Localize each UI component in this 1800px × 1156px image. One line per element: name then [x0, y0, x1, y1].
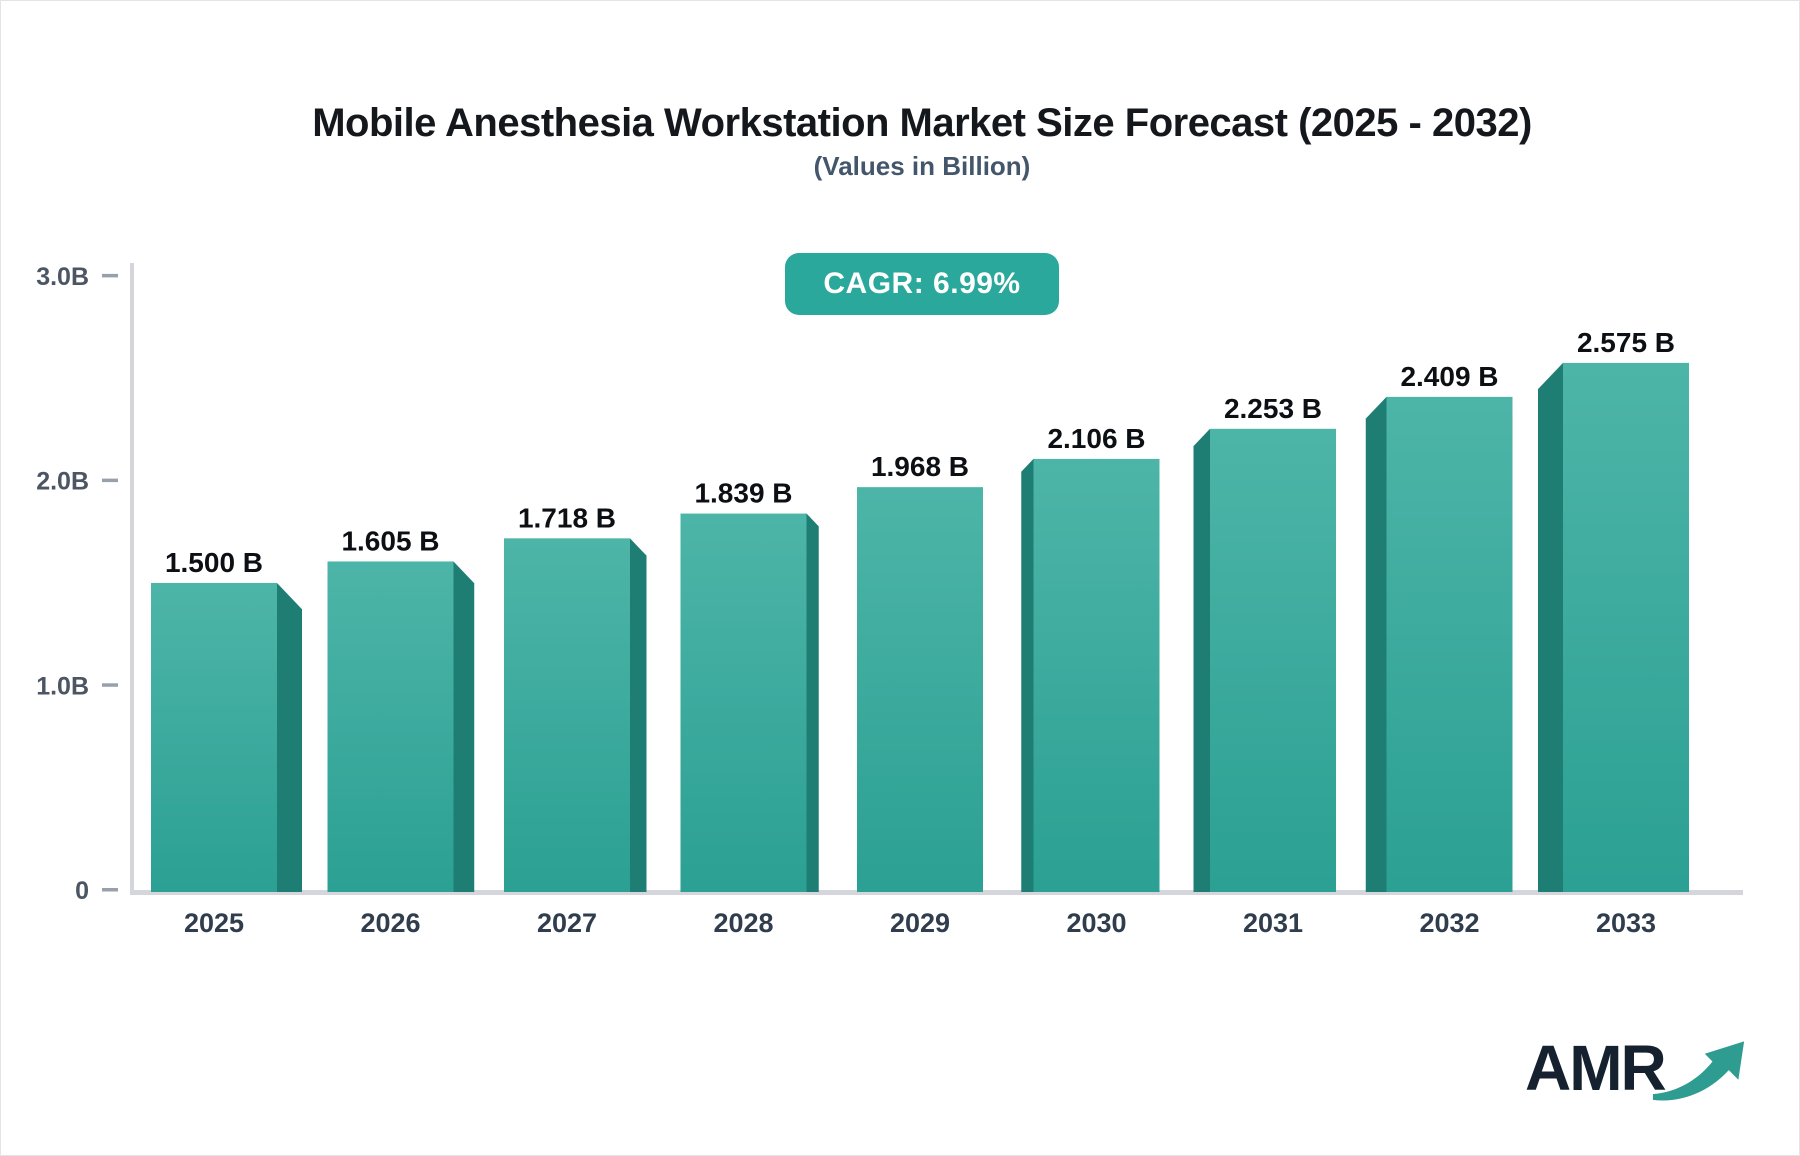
bar-group: 1.718 B 2027 — [504, 502, 647, 938]
bar — [680, 513, 807, 892]
bar-side-face — [1538, 362, 1563, 893]
bar-group: 1.968 B 2029 — [857, 451, 983, 938]
bar-group: 1.605 B 2026 — [327, 525, 475, 938]
bar-group: 1.839 B 2028 — [680, 478, 819, 938]
bar-value-label: 1.839 B — [694, 478, 792, 509]
y-tick-label: 0 — [75, 877, 89, 905]
x-tick-label: 2026 — [360, 908, 420, 938]
y-tick — [102, 888, 118, 892]
bar-group: 2.253 B 2031 — [1193, 393, 1336, 938]
y-tick — [102, 683, 118, 687]
chart-title: Mobile Anesthesia Workstation Market Siz… — [312, 101, 1532, 145]
bar — [1210, 428, 1336, 892]
y-tick — [102, 478, 118, 483]
bar-side-face — [453, 561, 475, 892]
bar-value-label: 1.718 B — [518, 502, 616, 533]
amr-logo-text: AMR — [1525, 1032, 1667, 1104]
bar-group: 2.409 B 2032 — [1365, 361, 1513, 938]
bar-value-label: 2.253 B — [1224, 393, 1322, 424]
x-tick-label: 2030 — [1066, 908, 1126, 938]
growth-arrow-icon — [1652, 1041, 1744, 1101]
bar-group: 2.575 B 2033 — [1538, 327, 1689, 938]
bar — [1563, 362, 1689, 893]
bar — [1386, 396, 1513, 892]
bar-side-face — [630, 538, 647, 892]
x-tick-label: 2029 — [890, 908, 950, 938]
y-axis-line — [130, 263, 134, 894]
y-tick-label: 3.0B — [36, 263, 89, 291]
x-tick-label: 2027 — [537, 908, 597, 938]
bar-value-label: 2.409 B — [1400, 361, 1498, 392]
cagr-badge: CAGR: 6.99% — [785, 253, 1059, 315]
x-tick-label: 2032 — [1419, 908, 1479, 938]
bar-group: 1.500 B 2025 — [151, 547, 302, 938]
bar-side-face — [1365, 396, 1387, 892]
y-tick — [102, 273, 118, 278]
bar-value-label: 1.500 B — [165, 547, 263, 578]
x-tick-label: 2031 — [1243, 908, 1303, 938]
x-tick-label: 2025 — [184, 908, 244, 938]
chart-header: Mobile Anesthesia Workstation Market Siz… — [1, 97, 1799, 315]
bar-value-label: 1.605 B — [341, 525, 439, 556]
bar-group: 2.106 B 2030 — [1021, 423, 1160, 938]
chart-subtitle: (Values in Billion) — [813, 151, 1031, 181]
bar — [504, 538, 630, 892]
x-tick-label: 2033 — [1596, 908, 1656, 938]
bar-side-face — [277, 582, 302, 892]
bar-side-face — [806, 513, 819, 892]
x-axis-line — [130, 890, 1743, 895]
bar-value-label: 2.575 B — [1577, 327, 1675, 358]
x-tick-label: 2028 — [713, 908, 773, 938]
amr-logo: AMR — [1525, 1027, 1747, 1109]
y-tick-label: 1.0B — [36, 672, 89, 700]
bar-value-label: 2.106 B — [1047, 423, 1145, 454]
bar-value-label: 1.968 B — [871, 451, 969, 482]
bar-side-face — [1021, 458, 1034, 892]
bar — [151, 582, 277, 892]
y-tick-label: 2.0B — [36, 468, 89, 496]
bar-side-face — [1193, 428, 1210, 892]
bar — [857, 487, 983, 892]
bar — [327, 561, 454, 892]
bar — [1033, 458, 1160, 892]
